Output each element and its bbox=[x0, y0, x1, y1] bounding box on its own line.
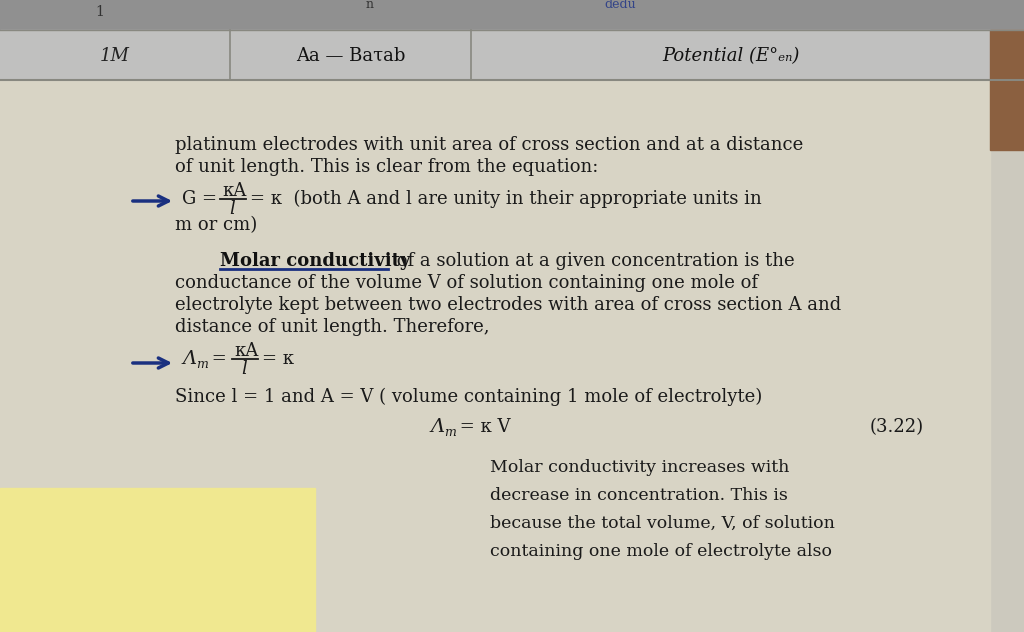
Text: decrease in concentration. This is: decrease in concentration. This is bbox=[490, 487, 787, 504]
Text: m or cm): m or cm) bbox=[175, 216, 257, 234]
Bar bbox=[0, 80, 990, 632]
Text: because the total volume, V, of solution: because the total volume, V, of solution bbox=[490, 514, 835, 532]
Text: platinum electrodes with unit area of cross section and at a distance: platinum electrodes with unit area of cr… bbox=[175, 136, 803, 154]
Text: κA: κA bbox=[222, 182, 246, 200]
Bar bbox=[990, 30, 1024, 150]
Text: electrolyte kept between two electrodes with area of cross section A and: electrolyte kept between two electrodes … bbox=[175, 296, 842, 314]
Text: of unit length. This is clear from the equation:: of unit length. This is clear from the e… bbox=[175, 158, 598, 176]
Text: Since l = 1 and A = V ( volume containing 1 mole of electrolyte): Since l = 1 and A = V ( volume containin… bbox=[175, 388, 762, 406]
Text: of a solution at a given concentration is the: of a solution at a given concentration i… bbox=[391, 252, 795, 270]
Text: κA: κA bbox=[234, 342, 258, 360]
Bar bbox=[0, 80, 1024, 632]
Text: Molar conductivity: Molar conductivity bbox=[220, 252, 411, 270]
Bar bbox=[0, 0, 1024, 30]
Text: =: = bbox=[206, 350, 232, 368]
Text: G =: G = bbox=[182, 190, 223, 208]
Text: (3.22): (3.22) bbox=[870, 418, 924, 436]
Text: l: l bbox=[241, 360, 247, 378]
Text: Molar conductivity increases with: Molar conductivity increases with bbox=[490, 458, 790, 475]
Text: conductance of the volume V of solution containing one mole of: conductance of the volume V of solution … bbox=[175, 274, 758, 292]
Text: = κ V: = κ V bbox=[454, 418, 511, 436]
Text: Λ: Λ bbox=[430, 418, 444, 436]
Text: 1M: 1M bbox=[100, 47, 130, 65]
Bar bbox=[0, 30, 1024, 80]
Text: dedu: dedu bbox=[604, 0, 636, 11]
Text: Aa — Baτab: Aa — Baτab bbox=[296, 47, 406, 65]
Text: distance of unit length. Therefore,: distance of unit length. Therefore, bbox=[175, 318, 489, 336]
Text: Potential (E°ₑₙ): Potential (E°ₑₙ) bbox=[662, 47, 799, 65]
Text: m: m bbox=[196, 358, 208, 372]
Text: containing one mole of electrolyte also: containing one mole of electrolyte also bbox=[490, 542, 831, 559]
Text: n: n bbox=[366, 0, 374, 11]
Text: = κ: = κ bbox=[262, 350, 294, 368]
Text: = κ  (both A and l are unity in their appropriate units in: = κ (both A and l are unity in their app… bbox=[250, 190, 762, 208]
Text: m: m bbox=[444, 427, 456, 439]
Text: 1: 1 bbox=[95, 5, 104, 19]
Text: l: l bbox=[229, 200, 234, 218]
Bar bbox=[0, 488, 315, 632]
Text: Λ: Λ bbox=[182, 350, 197, 368]
